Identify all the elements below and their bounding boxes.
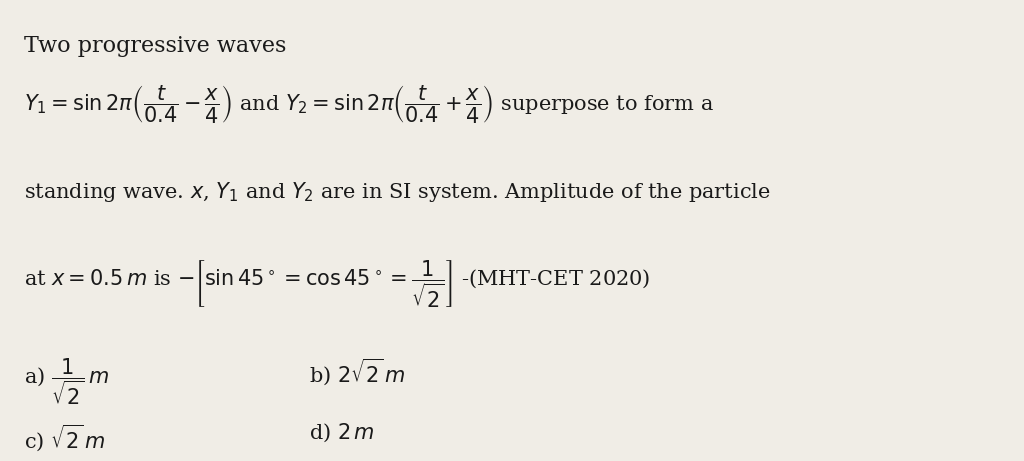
Text: a) $\dfrac{1}{\sqrt{2}}\,m$: a) $\dfrac{1}{\sqrt{2}}\,m$ [25,356,110,407]
Text: $Y_1 = \sin 2\pi\left(\dfrac{t}{0.4} - \dfrac{x}{4}\right)$ and $Y_2 = \sin 2\pi: $Y_1 = \sin 2\pi\left(\dfrac{t}{0.4} - \… [25,83,715,125]
Text: c) $\sqrt{2}\,m$: c) $\sqrt{2}\,m$ [25,422,106,453]
Text: standing wave. $x$, $Y_1$ and $Y_2$ are in SI system. Amplitude of the particle: standing wave. $x$, $Y_1$ and $Y_2$ are … [25,180,771,204]
Text: d) $2\,m$: d) $2\,m$ [309,422,375,444]
Text: at $x = 0.5\,m$ is $- \left[\sin 45^\circ = \cos 45^\circ = \dfrac{1}{\sqrt{2}}\: at $x = 0.5\,m$ is $- \left[\sin 45^\cir… [25,259,651,310]
Text: Two progressive waves: Two progressive waves [25,35,287,57]
Text: b) $2\sqrt{2}\,m$: b) $2\sqrt{2}\,m$ [309,356,406,387]
